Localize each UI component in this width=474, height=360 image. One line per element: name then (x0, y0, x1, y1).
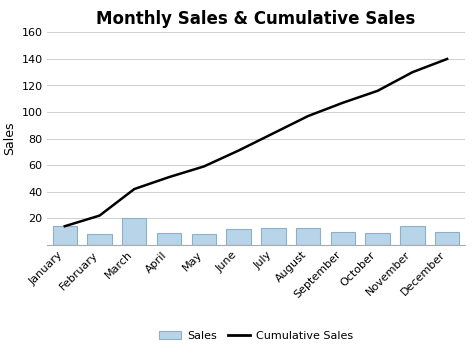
Bar (365, 233, 390, 245)
Bar (157, 233, 181, 245)
Bar (261, 228, 285, 245)
Title: Monthly Sales & Cumulative Sales: Monthly Sales & Cumulative Sales (96, 10, 416, 28)
Bar (296, 228, 320, 245)
Bar (122, 218, 146, 245)
Bar (435, 231, 459, 245)
Bar (400, 226, 425, 245)
Bar (227, 229, 251, 245)
Legend: Sales, Cumulative Sales: Sales, Cumulative Sales (155, 327, 357, 346)
Bar (87, 234, 112, 245)
Bar (53, 226, 77, 245)
Bar (191, 234, 216, 245)
Y-axis label: Sales: Sales (3, 122, 16, 156)
Bar (331, 231, 355, 245)
